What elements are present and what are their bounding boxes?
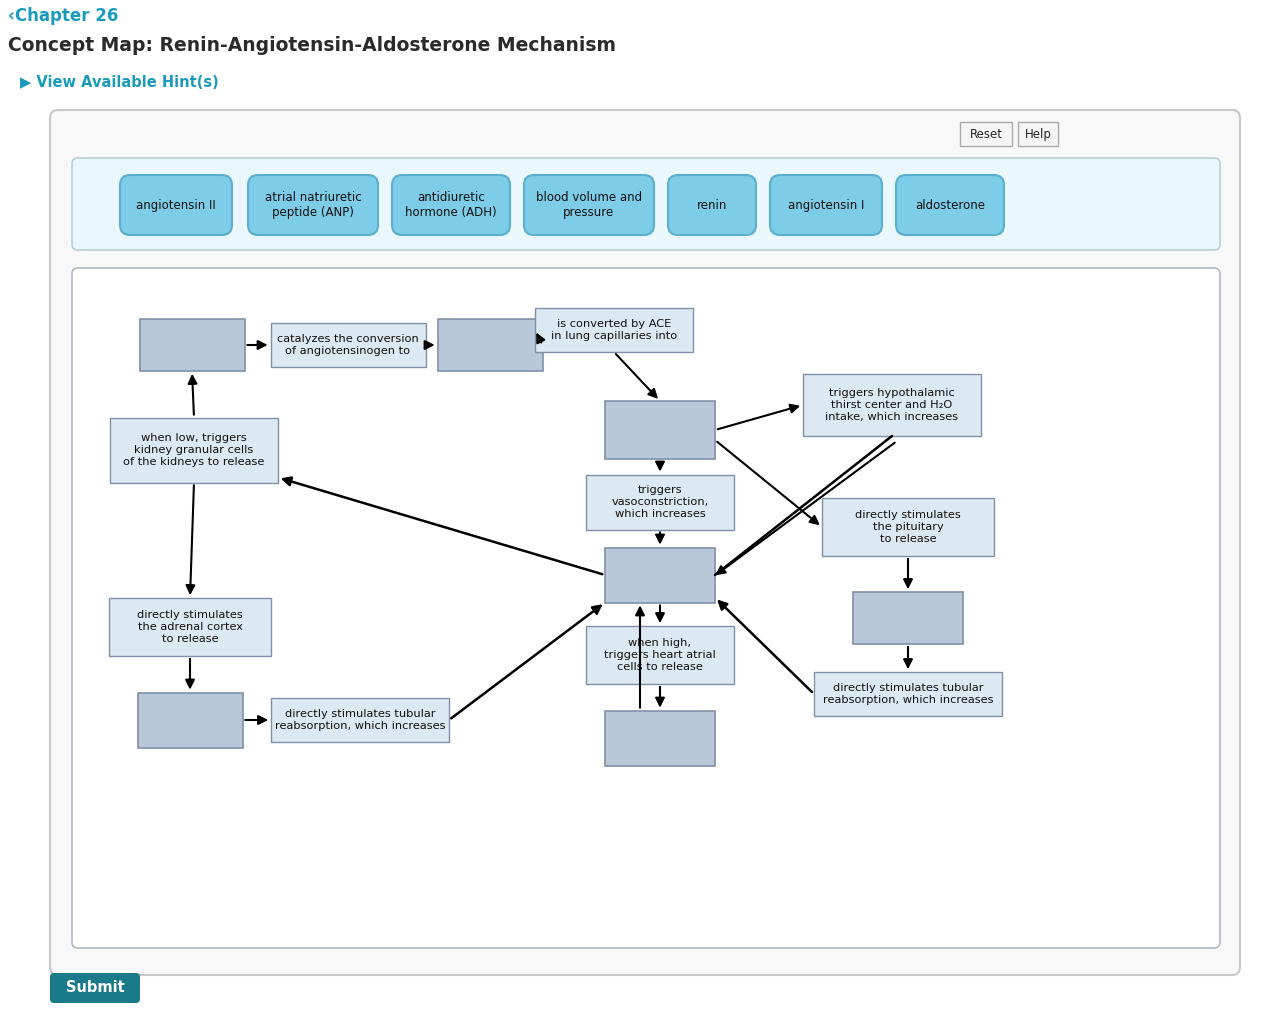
Bar bbox=[586, 626, 733, 684]
Bar bbox=[822, 498, 995, 556]
Bar bbox=[605, 710, 716, 765]
Bar bbox=[140, 319, 244, 371]
FancyBboxPatch shape bbox=[392, 175, 509, 235]
FancyBboxPatch shape bbox=[50, 110, 1240, 975]
Text: renin: renin bbox=[696, 199, 727, 211]
Text: Concept Map: Renin-Angiotensin-Aldosterone Mechanism: Concept Map: Renin-Angiotensin-Aldostero… bbox=[8, 36, 616, 55]
Text: atrial natriuretic
peptide (ANP): atrial natriuretic peptide (ANP) bbox=[265, 191, 361, 219]
Text: when high,
triggers heart atrial
cells to release: when high, triggers heart atrial cells t… bbox=[604, 638, 716, 672]
Text: blood volume and
pressure: blood volume and pressure bbox=[536, 191, 643, 219]
Text: directly stimulates tubular
reabsorption, which increases: directly stimulates tubular reabsorption… bbox=[275, 709, 445, 731]
FancyBboxPatch shape bbox=[72, 268, 1220, 948]
Text: ‹Chapter 26: ‹Chapter 26 bbox=[8, 7, 118, 25]
Bar bbox=[586, 474, 733, 530]
FancyBboxPatch shape bbox=[72, 158, 1220, 250]
Text: directly stimulates tubular
reabsorption, which increases: directly stimulates tubular reabsorption… bbox=[823, 683, 993, 704]
Text: aldosterone: aldosterone bbox=[915, 199, 986, 211]
Text: ▶ View Available Hint(s): ▶ View Available Hint(s) bbox=[20, 74, 219, 89]
Text: angiotensin II: angiotensin II bbox=[136, 199, 216, 211]
Text: antidiuretic
hormone (ADH): antidiuretic hormone (ADH) bbox=[406, 191, 497, 219]
Bar bbox=[535, 308, 692, 352]
Text: Reset: Reset bbox=[969, 128, 1002, 140]
FancyBboxPatch shape bbox=[120, 175, 232, 235]
Text: triggers hypothalamic
thirst center and H₂O
intake, which increases: triggers hypothalamic thirst center and … bbox=[826, 389, 959, 421]
Bar bbox=[1018, 122, 1059, 146]
Text: directly stimulates
the adrenal cortex
to release: directly stimulates the adrenal cortex t… bbox=[137, 610, 243, 644]
Bar bbox=[852, 592, 963, 644]
Bar bbox=[960, 122, 1012, 146]
Bar bbox=[271, 698, 449, 742]
FancyBboxPatch shape bbox=[248, 175, 378, 235]
Bar bbox=[814, 672, 1002, 716]
Bar bbox=[438, 319, 543, 371]
Bar bbox=[109, 598, 271, 656]
Text: when low, triggers
kidney granular cells
of the kidneys to release: when low, triggers kidney granular cells… bbox=[123, 433, 265, 467]
Text: Submit: Submit bbox=[65, 980, 124, 996]
Bar bbox=[605, 401, 716, 459]
Text: directly stimulates
the pituitary
to release: directly stimulates the pituitary to rel… bbox=[855, 511, 961, 544]
Bar bbox=[605, 547, 716, 603]
FancyBboxPatch shape bbox=[50, 973, 140, 1003]
Text: catalyzes the conversion
of angiotensinogen to: catalyzes the conversion of angiotensino… bbox=[278, 334, 419, 356]
Text: triggers
vasoconstriction,
which increases: triggers vasoconstriction, which increas… bbox=[612, 485, 709, 519]
FancyBboxPatch shape bbox=[896, 175, 1004, 235]
Text: is converted by ACE
in lung capillaries into: is converted by ACE in lung capillaries … bbox=[550, 319, 677, 341]
FancyBboxPatch shape bbox=[524, 175, 654, 235]
FancyBboxPatch shape bbox=[771, 175, 882, 235]
Bar bbox=[803, 374, 980, 436]
Bar bbox=[110, 417, 278, 482]
Text: angiotensin I: angiotensin I bbox=[787, 199, 864, 211]
Text: Help: Help bbox=[1024, 128, 1051, 140]
FancyBboxPatch shape bbox=[668, 175, 756, 235]
Bar bbox=[137, 692, 242, 747]
Bar bbox=[270, 323, 425, 367]
